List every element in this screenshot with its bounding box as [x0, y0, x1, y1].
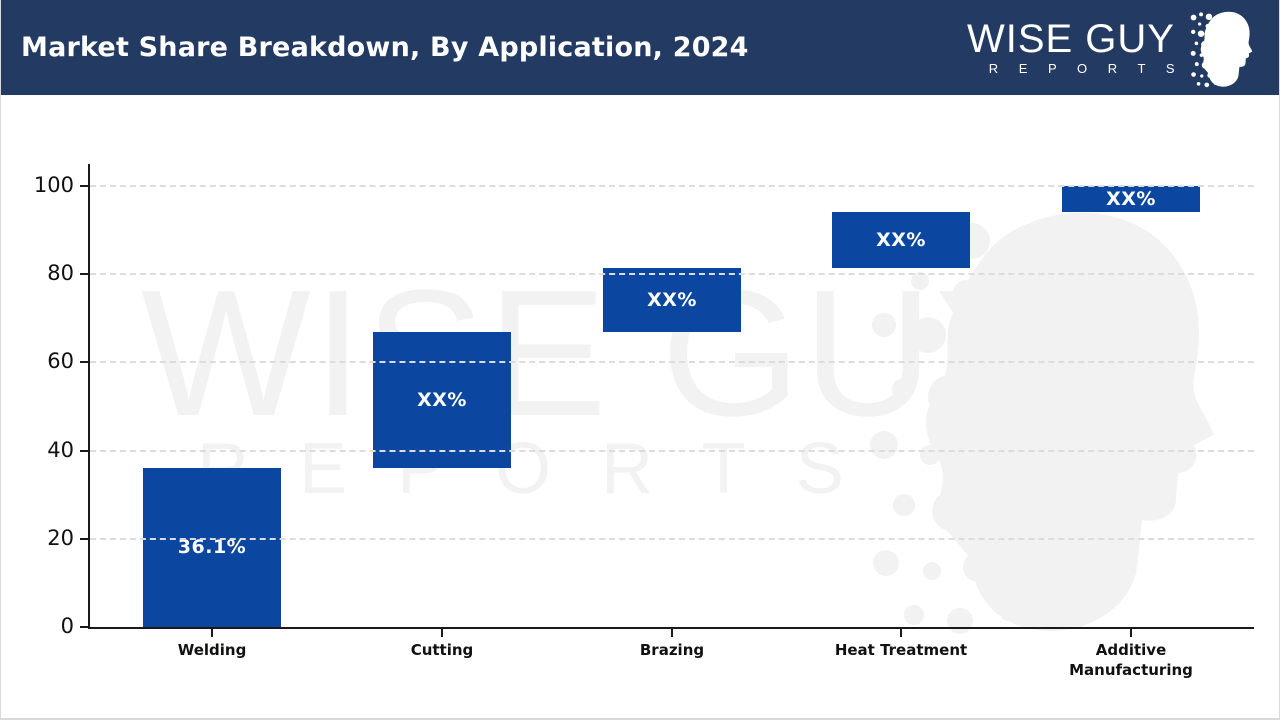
bar-value-label: 36.1% [177, 536, 247, 559]
watermark-text-reports: REPORTS [197, 429, 894, 509]
x-tick-mark [671, 629, 673, 637]
grid-line [90, 185, 1254, 187]
y-tick-label: 0 [60, 614, 74, 638]
x-axis-line [88, 627, 1254, 629]
grid-line [90, 273, 1254, 276]
bar: 36.1% [143, 467, 281, 627]
bar-value-label: XX% [647, 288, 697, 311]
y-tick-label: 100 [33, 173, 74, 197]
x-category-label: Additive Manufacturing [1069, 641, 1193, 680]
watermark-text: WISE GUY [141, 253, 1058, 454]
bar-value-label: XX% [876, 229, 926, 252]
bar: XX% [603, 267, 741, 332]
grid-line [90, 537, 1254, 540]
x-category-label: Welding [177, 641, 247, 659]
x-category-label: Heat Treatment [834, 641, 968, 659]
y-axis-line [88, 164, 90, 629]
y-tick-label: 40 [47, 437, 74, 462]
y-tick-label: 20 [47, 525, 74, 550]
grid-line [90, 361, 1254, 364]
logo: WISE GUY R E P O R T S [967, 5, 1279, 91]
x-tick-mark [1130, 629, 1132, 637]
y-tick-mark [80, 361, 89, 364]
grid-line [90, 449, 1254, 452]
y-tick-mark [80, 273, 89, 276]
bar-value-label: XX% [1106, 188, 1156, 211]
y-tick-mark [80, 626, 89, 628]
bar: XX% [832, 212, 970, 268]
bar-value-label: XX% [417, 388, 467, 411]
y-tick-label: 60 [47, 349, 74, 374]
y-tick-label: 80 [47, 261, 74, 286]
logo-head-dots-icon [1190, 11, 1253, 87]
x-category-label: Cutting [410, 641, 474, 659]
x-tick-mark [211, 629, 213, 637]
logo-text: WISE GUY R E P O R T S [967, 19, 1175, 76]
bar: XX% [373, 331, 511, 468]
x-tick-mark [441, 629, 443, 637]
x-tick-mark [900, 629, 902, 637]
logo-subtitle: R E P O R T S [988, 61, 1183, 76]
bar: XX% [1062, 186, 1200, 213]
logo-wordmark: WISE GUY [966, 17, 1175, 61]
header-bar: Market Share Breakdown, By Application, … [1, 0, 1279, 95]
y-tick-mark [80, 449, 89, 452]
page-title: Market Share Breakdown, By Application, … [21, 32, 749, 63]
y-tick-mark [80, 185, 89, 187]
y-tick-mark [80, 537, 89, 540]
x-category-label: Brazing [639, 641, 705, 659]
